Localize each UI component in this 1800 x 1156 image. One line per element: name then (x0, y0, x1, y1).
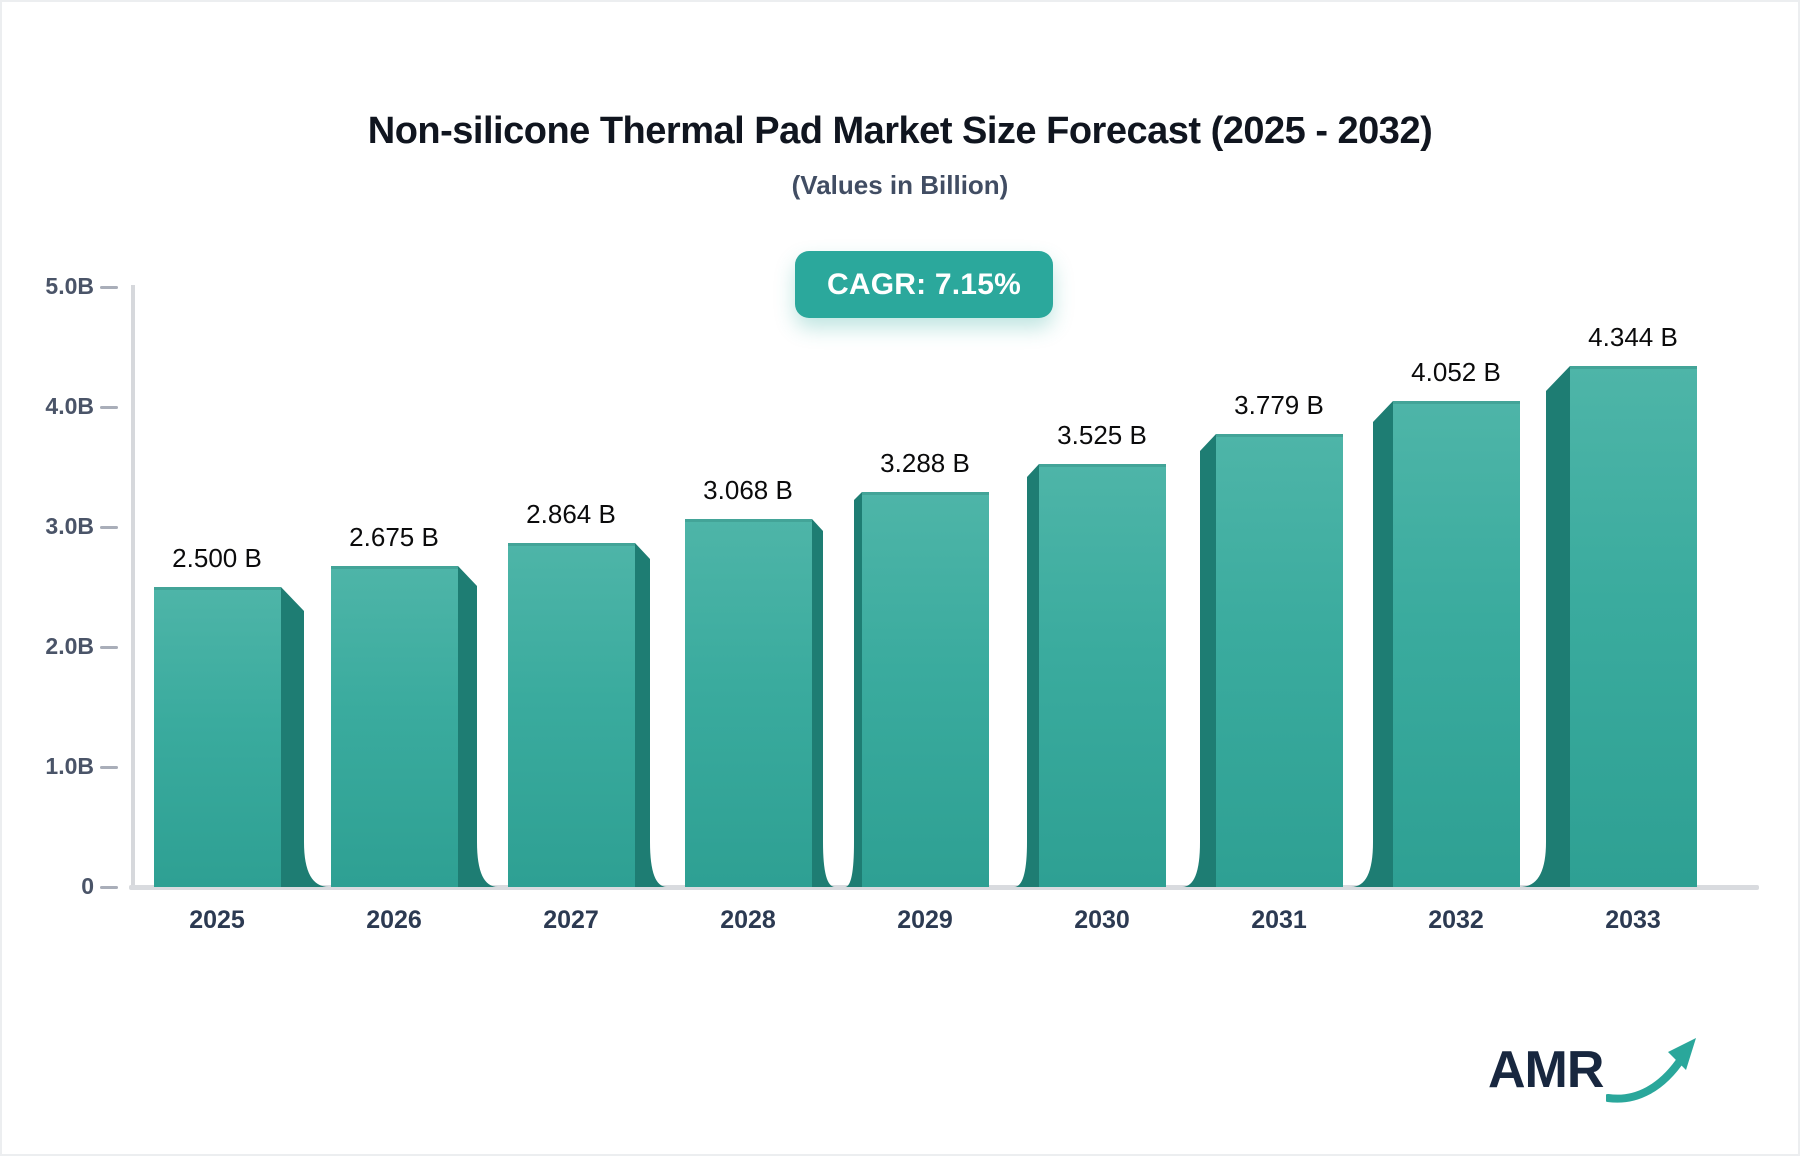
amr-logo-text: AMR (1488, 1041, 1604, 1099)
y-tick-label: 2.0B (45, 633, 94, 659)
bar-value-label: 2.675 B (349, 522, 439, 552)
y-tick-label: 1.0B (45, 753, 94, 779)
bar-value-label: 4.344 B (1588, 322, 1678, 352)
chart-subtitle: (Values in Billion) (791, 170, 1009, 200)
bar-side-2026 (457, 566, 498, 887)
amr-logo: AMR (1488, 1030, 1708, 1114)
bar-value-label: 3.779 B (1234, 390, 1324, 420)
cagr-badge: CAGR: 7.15% (795, 251, 1053, 318)
y-tick-mark (100, 646, 118, 649)
bar-value-label: 3.525 B (1057, 420, 1147, 450)
y-tick-mark (100, 406, 118, 409)
cagr-badge-label: CAGR: 7.15% (827, 267, 1021, 301)
bar-2026 (330, 566, 458, 887)
bar-side-2033 (1519, 366, 1570, 887)
x-axis-label-2029: 2029 (897, 906, 953, 934)
bar-value-label: 3.068 B (703, 475, 793, 505)
bar-2025 (153, 587, 281, 887)
y-tick-label: 3.0B (45, 513, 94, 539)
bar-2029 (861, 492, 989, 887)
y-tick-mark (100, 886, 118, 889)
y-tick-label: 5.0B (45, 273, 94, 299)
x-axis-label-2026: 2026 (366, 906, 422, 934)
y-axis-line (131, 285, 135, 889)
bar-2031 (1215, 434, 1343, 887)
x-axis-label-2032: 2032 (1428, 906, 1484, 934)
y-tick-label: 4.0B (45, 393, 94, 419)
bar-side-2025 (280, 587, 329, 887)
bar-side-2031 (1181, 434, 1216, 887)
bar-side-2030 (1013, 464, 1039, 887)
x-axis-label-2030: 2030 (1074, 906, 1130, 934)
x-axis-label-2031: 2031 (1251, 906, 1307, 934)
y-tick-mark (100, 766, 118, 769)
bar-2032 (1392, 401, 1520, 887)
x-axis-label-2025: 2025 (189, 906, 245, 934)
bar-value-label: 2.864 B (526, 499, 616, 529)
bar-2033 (1569, 366, 1697, 887)
bar-value-label: 4.052 B (1411, 357, 1501, 387)
bar-2027 (507, 543, 635, 887)
bar-2028 (684, 519, 812, 887)
bar-side-2032 (1350, 401, 1393, 887)
y-tick-label: 0 (81, 873, 94, 899)
y-tick-mark (100, 286, 118, 289)
x-axis-label-2033: 2033 (1605, 906, 1661, 934)
x-axis-line (129, 885, 1759, 890)
bar-value-label: 2.500 B (172, 543, 262, 573)
chart-title: Non-silicone Thermal Pad Market Size For… (367, 110, 1433, 152)
bar-value-label: 3.288 B (880, 448, 970, 478)
x-axis-label-2027: 2027 (543, 906, 599, 934)
bar-2030 (1038, 464, 1166, 887)
growth-arrow-icon (1606, 1038, 1696, 1103)
y-tick-mark (100, 526, 118, 529)
bar-side-2028 (811, 519, 835, 887)
bar-side-2027 (634, 543, 667, 887)
x-axis-label-2028: 2028 (720, 906, 776, 934)
bar-side-2029 (844, 492, 862, 887)
